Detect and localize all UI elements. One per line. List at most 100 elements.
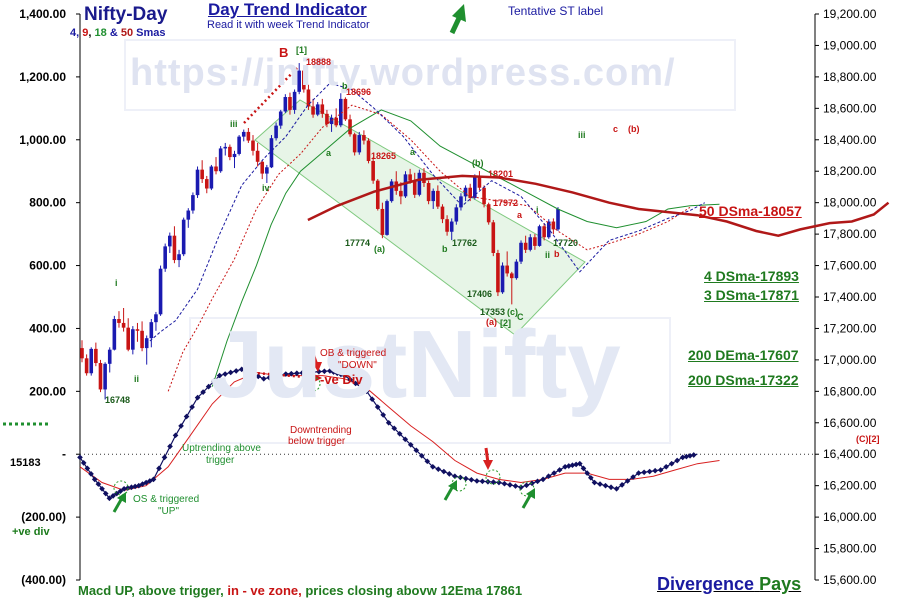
macd-marker: [172, 432, 179, 439]
candle-body: [135, 329, 140, 331]
macd-marker: [106, 495, 113, 502]
wave-label-b-red: b: [554, 249, 560, 259]
macd-marker: [507, 482, 513, 488]
signal-circle: [305, 376, 321, 392]
macd-marker: [608, 484, 614, 491]
trigger-note: trigger: [206, 455, 235, 466]
wave-label-a-paren: (a): [374, 244, 385, 254]
macd-marker: [597, 481, 603, 487]
macd-marker: [424, 458, 431, 465]
candle-body: [209, 166, 214, 189]
candle-body: [149, 322, 154, 339]
macd-marker: [402, 436, 409, 443]
candle-body: [505, 265, 509, 274]
macd-marker: [238, 366, 245, 373]
macd-marker: [99, 485, 105, 492]
sma-amp: &: [109, 27, 118, 39]
macd-marker: [150, 476, 157, 483]
ob-triggered-note: OB & triggered: [320, 348, 387, 359]
candle-body: [306, 89, 311, 107]
ema200-value-label: 200 DEma-17607: [688, 347, 799, 363]
candle-body: [297, 70, 302, 92]
wave-label-a-2: a: [410, 147, 416, 157]
macd-marker: [576, 460, 583, 467]
candle-body: [537, 226, 542, 246]
macd-marker: [194, 394, 201, 401]
macd-marker: [652, 467, 658, 474]
candle-body: [546, 221, 551, 238]
candle-body: [542, 226, 546, 238]
candle-body: [366, 140, 371, 162]
macd-marker: [591, 479, 598, 486]
candle-body: [426, 183, 431, 202]
left-tick-label: 1,400.00: [19, 7, 66, 21]
macd-marker: [641, 469, 647, 476]
macd-marker: [341, 372, 348, 379]
macd-marker: [84, 465, 91, 472]
sma50-line: [307, 174, 890, 237]
macd-marker: [657, 467, 664, 473]
macd-marker: [211, 378, 217, 384]
wave-label-ii-1: ii: [134, 374, 140, 384]
sma4-line: [145, 82, 706, 345]
candle-body: [163, 246, 167, 269]
price-label-18201: 18201: [488, 169, 514, 179]
candle-body: [278, 111, 283, 126]
price-label-17762: 17762: [452, 238, 478, 248]
right-tick-label: 18,600.00: [823, 101, 877, 115]
candle-body: [528, 237, 533, 250]
macd-trigger-line: [79, 371, 720, 491]
candle-body: [98, 363, 103, 390]
sma3-value-label: 3 DSma-17871: [704, 287, 799, 303]
macd-marker: [80, 460, 87, 466]
candle-body: [352, 134, 357, 153]
signal-circle: [113, 480, 129, 496]
candle-body: [288, 97, 292, 110]
header-title: Day Trend Indicator: [208, 0, 367, 19]
wave-label-C-2: (C)[2]: [856, 434, 880, 444]
watermark-url: https://jnifty.wordpress.com/: [130, 52, 676, 94]
macd-marker: [293, 370, 300, 377]
candle-body: [412, 180, 417, 195]
downtrending-note: Downtrending: [290, 425, 352, 436]
candle-body: [237, 136, 241, 154]
macd-marker: [646, 468, 653, 475]
right-tick-label: 15,600.00: [823, 573, 877, 587]
candle-body: [477, 176, 482, 188]
arrow-head: [526, 488, 535, 499]
wave-label-ii-2: ii: [545, 250, 551, 260]
uptrending-note: Uptrending above: [182, 443, 261, 454]
candle-body: [385, 201, 389, 235]
left-tick-label: 1,200.00: [19, 70, 66, 84]
wave-label-C: C: [517, 312, 524, 322]
candle-body: [186, 210, 191, 220]
left-tick-label: (200.00): [21, 510, 66, 524]
right-tick-label: 19,200.00: [823, 7, 877, 21]
macd-marker: [668, 460, 675, 467]
pays-word: Pays: [759, 574, 802, 594]
arrow-shaft: [521, 493, 533, 509]
candle-body: [463, 187, 468, 197]
macd-marker: [88, 471, 94, 477]
divergence-pays: Divergence Pays: [657, 574, 801, 595]
macd-marker: [602, 482, 609, 489]
macd-marker: [227, 369, 234, 376]
watermark-brand: JustNifty: [210, 311, 621, 418]
candle-body: [496, 252, 500, 293]
candle-body: [482, 187, 486, 205]
macd-marker: [183, 413, 190, 420]
macd-marker: [363, 388, 370, 395]
macd-marker: [624, 478, 631, 484]
candle-body: [551, 221, 556, 230]
right-tick-label: 17,800.00: [823, 227, 877, 241]
wave-label-iv: iv: [262, 183, 270, 193]
candle-body: [223, 146, 228, 149]
macd-marker: [132, 483, 138, 490]
wave-label-c-red: c: [613, 124, 619, 134]
macd-marker: [587, 474, 594, 481]
macd-marker: [512, 483, 519, 489]
macd-marker: [233, 368, 240, 374]
price-label-17774: 17774: [345, 238, 371, 248]
candle-body: [80, 348, 84, 359]
candle-body: [523, 242, 528, 250]
